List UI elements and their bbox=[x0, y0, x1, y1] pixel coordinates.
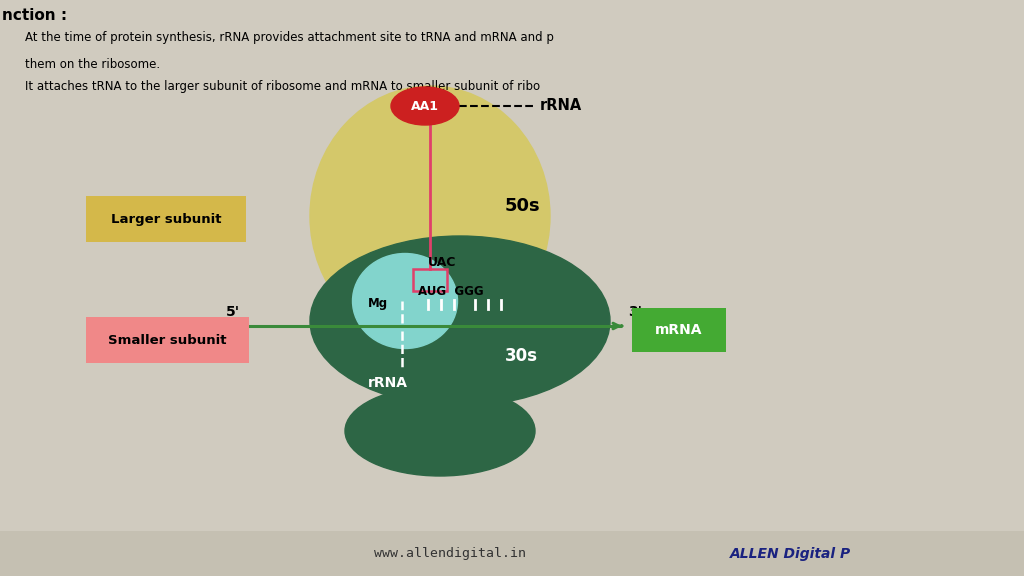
FancyBboxPatch shape bbox=[86, 196, 246, 242]
Text: UAC: UAC bbox=[428, 256, 457, 270]
Text: AA1: AA1 bbox=[411, 100, 439, 112]
FancyBboxPatch shape bbox=[0, 531, 1024, 576]
Ellipse shape bbox=[310, 236, 610, 406]
Ellipse shape bbox=[345, 386, 535, 476]
Ellipse shape bbox=[352, 253, 458, 348]
Ellipse shape bbox=[391, 87, 459, 125]
Text: 50s: 50s bbox=[505, 197, 541, 215]
Text: Larger subunit: Larger subunit bbox=[111, 213, 221, 225]
Text: 5': 5' bbox=[226, 305, 240, 319]
Text: ALLEN Digital P: ALLEN Digital P bbox=[730, 547, 851, 561]
Text: rRNA: rRNA bbox=[540, 98, 583, 113]
Text: Smaller subunit: Smaller subunit bbox=[109, 334, 226, 347]
Text: Mg: Mg bbox=[368, 297, 388, 309]
FancyBboxPatch shape bbox=[632, 308, 726, 352]
Text: It attaches tRNA to the larger subunit of ribosome and mRNA to smaller subunit o: It attaches tRNA to the larger subunit o… bbox=[25, 80, 540, 93]
FancyBboxPatch shape bbox=[86, 317, 249, 363]
Text: mRNA: mRNA bbox=[655, 323, 702, 337]
Text: AUG  GGG: AUG GGG bbox=[418, 285, 483, 297]
Text: 30s: 30s bbox=[505, 347, 538, 365]
Text: www.allendigital.in: www.allendigital.in bbox=[374, 548, 526, 560]
Text: At the time of protein synthesis, rRNA provides attachment site to tRNA and mRNA: At the time of protein synthesis, rRNA p… bbox=[25, 31, 554, 44]
Ellipse shape bbox=[310, 86, 550, 346]
Text: nction :: nction : bbox=[2, 8, 68, 23]
Text: them on the ribosome.: them on the ribosome. bbox=[25, 58, 160, 71]
Text: 3': 3' bbox=[628, 305, 642, 319]
Text: rRNA: rRNA bbox=[368, 376, 408, 390]
